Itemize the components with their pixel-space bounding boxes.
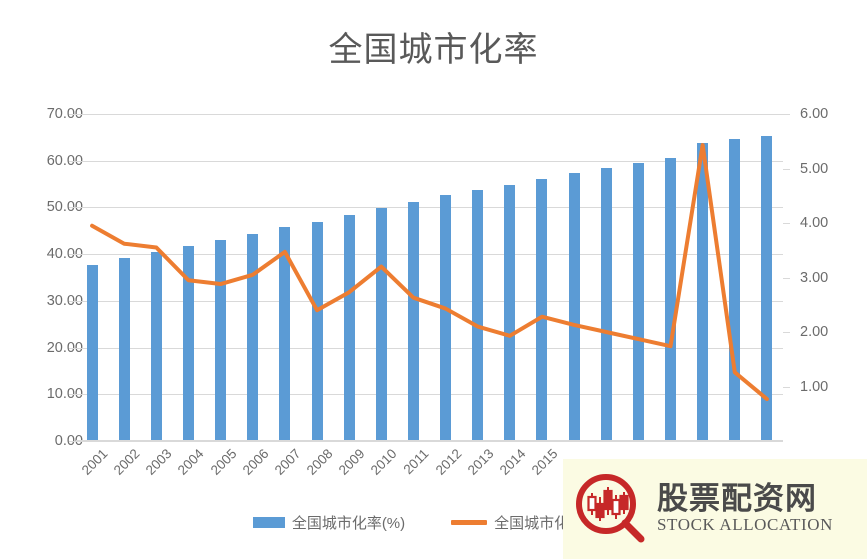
y-tick-right bbox=[783, 168, 790, 170]
legend-line-swatch-icon bbox=[451, 520, 488, 525]
magnifier-candlestick-logo-icon bbox=[573, 471, 649, 547]
gridline bbox=[76, 114, 783, 115]
gridline bbox=[76, 160, 783, 162]
watermark-text: 股票配资网 STOCK ALLOCATION bbox=[657, 480, 833, 536]
y-tick-label-right: 3.00 bbox=[800, 269, 829, 286]
y-tick-label-right: 1.00 bbox=[800, 378, 829, 395]
plot-area bbox=[76, 114, 783, 442]
watermark-title: 股票配资网 bbox=[657, 480, 817, 516]
bar bbox=[247, 233, 259, 441]
y-tick-label-left: 0.00 bbox=[54, 433, 83, 449]
bar bbox=[600, 167, 612, 441]
gridline bbox=[76, 207, 783, 209]
legend-label-bar: 全国城市化率(%) bbox=[291, 515, 406, 532]
y-tick-left bbox=[69, 394, 76, 396]
y-tick-left bbox=[69, 347, 76, 349]
y-tick-left bbox=[69, 300, 76, 302]
y-tick-left bbox=[69, 114, 76, 115]
y-tick-label-right: 6.00 bbox=[800, 106, 829, 122]
bar bbox=[536, 178, 548, 441]
y-tick-left bbox=[69, 441, 76, 442]
y-tick-label-right: 5.00 bbox=[800, 160, 829, 177]
legend-item-bar[interactable]: 全国城市化率(%) bbox=[252, 512, 406, 533]
y-tick-label-right: 2.00 bbox=[800, 324, 829, 340]
bar bbox=[568, 173, 580, 441]
watermark: 股票配资网 STOCK ALLOCATION bbox=[563, 459, 867, 559]
chart-title: 全国城市化率 bbox=[328, 31, 539, 69]
bar bbox=[504, 185, 516, 441]
legend-bar-swatch-icon bbox=[252, 517, 285, 528]
bar bbox=[279, 226, 291, 441]
bar bbox=[311, 221, 323, 441]
y-tick-label-left: 60.00 bbox=[46, 152, 83, 169]
y-tick-label-left: 20.00 bbox=[46, 339, 83, 356]
bar bbox=[343, 215, 355, 441]
y-tick-right bbox=[783, 223, 790, 224]
bar bbox=[729, 138, 741, 441]
bar bbox=[215, 240, 227, 441]
y-tick-right bbox=[783, 277, 790, 279]
y-tick-label-right: 4.00 bbox=[800, 215, 829, 231]
y-tick-right bbox=[783, 114, 790, 115]
bar bbox=[632, 162, 644, 441]
y-tick-right bbox=[783, 386, 790, 388]
x-axis-line bbox=[76, 440, 783, 442]
y-tick-left bbox=[69, 254, 76, 256]
bar bbox=[182, 245, 194, 441]
bar bbox=[375, 207, 387, 441]
y-tick-label-left: 70.00 bbox=[46, 106, 83, 122]
y-tick-label-left: 10.00 bbox=[46, 386, 83, 403]
bar bbox=[440, 195, 452, 441]
y-tick-label-left: 30.00 bbox=[46, 292, 83, 309]
bar bbox=[472, 190, 484, 441]
y-tick-label-left: 40.00 bbox=[46, 246, 83, 263]
y-tick-left bbox=[69, 160, 76, 162]
watermark-subtitle: STOCK ALLOCATION bbox=[657, 515, 833, 535]
y-tick-right bbox=[783, 332, 790, 333]
bar bbox=[407, 201, 419, 441]
bar bbox=[761, 136, 773, 441]
y-tick-left bbox=[69, 207, 76, 209]
bar bbox=[118, 258, 130, 441]
bar bbox=[150, 251, 162, 441]
bar bbox=[86, 265, 98, 441]
bar bbox=[665, 157, 677, 441]
bar bbox=[697, 142, 709, 441]
y-tick-label-left: 50.00 bbox=[46, 199, 83, 216]
